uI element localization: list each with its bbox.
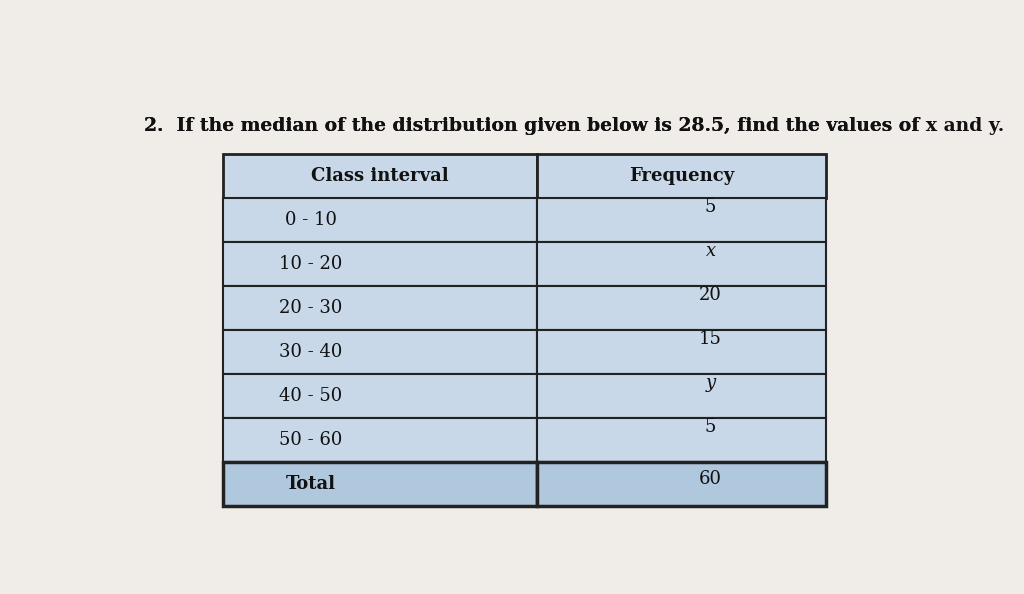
Bar — [223, 330, 537, 374]
Text: 5: 5 — [705, 198, 716, 216]
Bar — [537, 198, 826, 242]
Bar — [537, 462, 826, 506]
Bar — [537, 330, 826, 374]
Bar — [537, 242, 826, 286]
Text: 0 - 10: 0 - 10 — [285, 211, 337, 229]
Bar — [223, 198, 537, 242]
Bar — [223, 374, 537, 418]
Text: Total: Total — [286, 475, 336, 493]
Text: 10 - 20: 10 - 20 — [280, 255, 343, 273]
Bar — [223, 242, 537, 286]
Text: Frequency: Frequency — [629, 167, 734, 185]
Bar — [223, 418, 537, 462]
Text: 30 - 40: 30 - 40 — [280, 343, 343, 361]
Bar — [537, 374, 826, 418]
Text: 2.  If the median of the distribution given below is 28.5, find the values of x : 2. If the median of the distribution giv… — [143, 117, 1005, 135]
Text: y: y — [706, 374, 716, 393]
Bar — [537, 286, 826, 330]
Bar — [537, 418, 826, 462]
Bar — [223, 286, 537, 330]
Text: 60: 60 — [699, 470, 722, 488]
Text: 40 - 50: 40 - 50 — [280, 387, 343, 405]
Text: x: x — [706, 242, 716, 260]
Bar — [537, 154, 826, 198]
Text: 20 - 30: 20 - 30 — [280, 299, 343, 317]
Text: Class interval: Class interval — [311, 167, 449, 185]
Bar — [223, 154, 537, 198]
Text: 50 - 60: 50 - 60 — [280, 431, 343, 448]
Text: 2.  If the median of the distribution given below is 28.5, find the values of: 2. If the median of the distribution giv… — [143, 117, 926, 135]
Text: 20: 20 — [699, 286, 722, 304]
Text: 15: 15 — [699, 330, 722, 349]
Text: 5: 5 — [705, 418, 716, 437]
Bar — [223, 462, 537, 506]
